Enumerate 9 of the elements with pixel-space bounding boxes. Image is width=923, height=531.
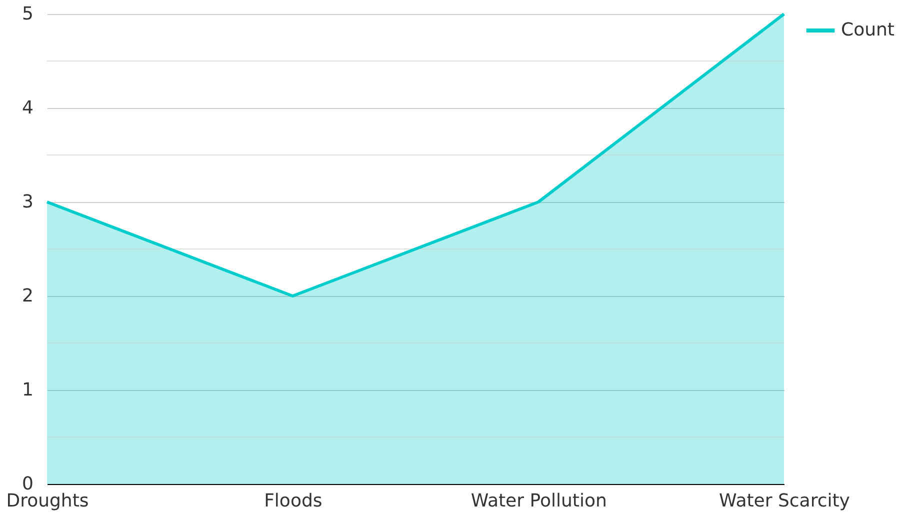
y-tick-label: 4 — [22, 98, 34, 118]
y-tick-label: 2 — [22, 286, 34, 306]
y-tick-label: 3 — [22, 192, 34, 212]
x-tick-label: Water Pollution — [470, 490, 607, 512]
legend-label: Count — [841, 20, 894, 40]
y-tick-label: 5 — [22, 4, 34, 24]
y-tick-label: 1 — [22, 380, 34, 400]
x-tick-label: Water Scarcity — [719, 490, 850, 512]
x-tick-label: Floods — [264, 490, 322, 512]
